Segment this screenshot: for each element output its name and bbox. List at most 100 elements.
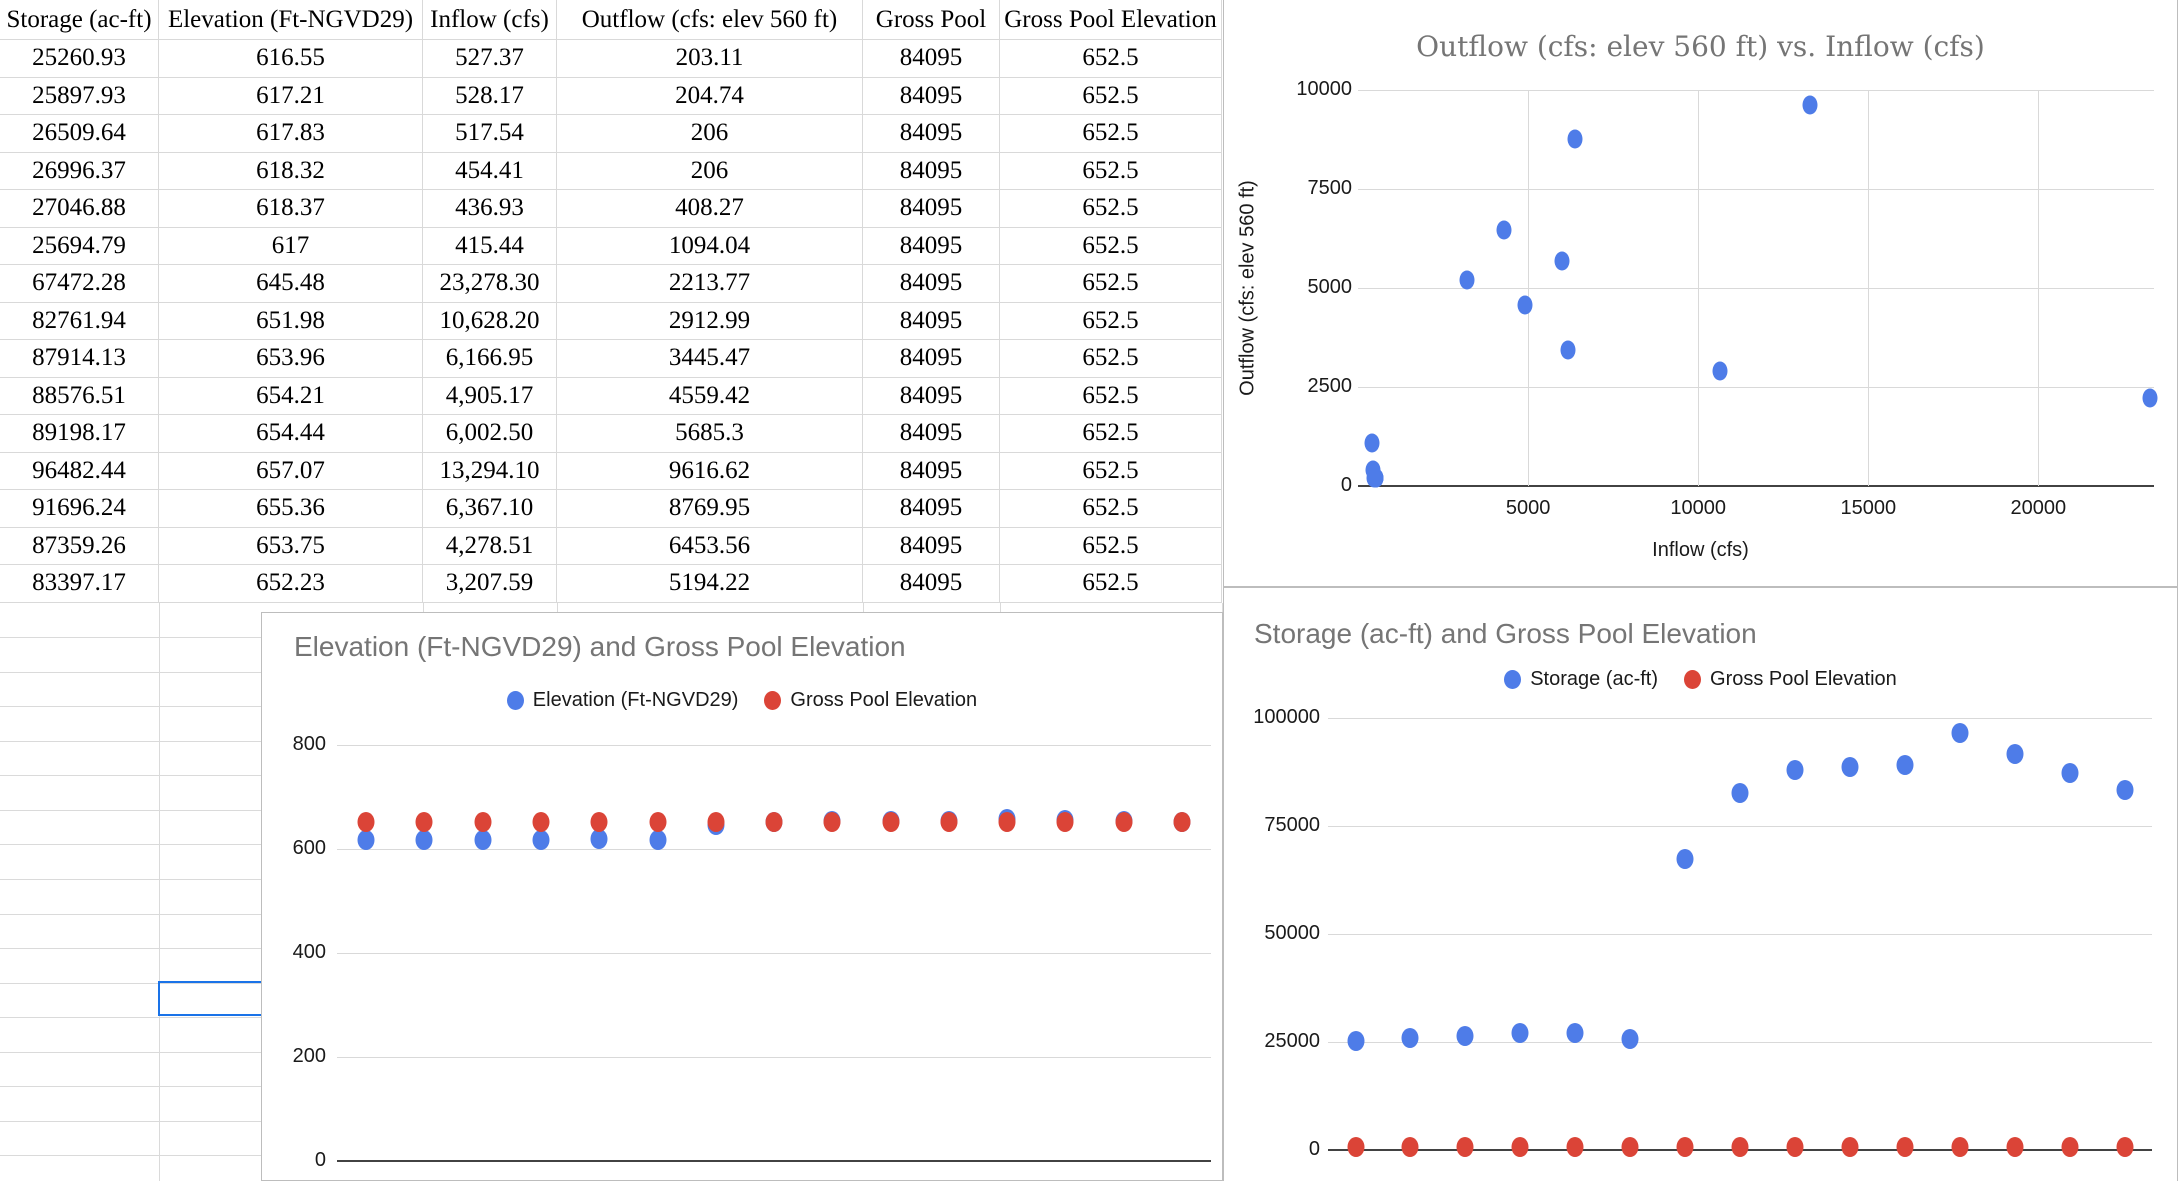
column-header[interactable]: Outflow (cfs: elev 560 ft) bbox=[557, 0, 863, 39]
table-cell[interactable]: 27046.88 bbox=[0, 190, 159, 227]
table-cell[interactable]: 26996.37 bbox=[0, 152, 159, 189]
table-cell[interactable]: 84095 bbox=[863, 527, 1000, 564]
table-cell[interactable]: 89198.17 bbox=[0, 415, 159, 452]
table-cell[interactable]: 651.98 bbox=[159, 302, 423, 339]
table-cell[interactable]: 84095 bbox=[863, 565, 1000, 602]
table-cell[interactable]: 436.93 bbox=[423, 190, 557, 227]
table-cell[interactable]: 87359.26 bbox=[0, 527, 159, 564]
table-cell[interactable]: 654.44 bbox=[159, 415, 423, 452]
table-cell[interactable]: 652.5 bbox=[1000, 302, 1222, 339]
column-header[interactable]: Storage (ac-ft) bbox=[0, 0, 159, 39]
column-header[interactable]: Elevation (Ft-NGVD29) bbox=[159, 0, 423, 39]
table-cell[interactable]: 618.32 bbox=[159, 152, 423, 189]
table-cell[interactable]: 654.21 bbox=[159, 377, 423, 414]
table-cell[interactable]: 408.27 bbox=[557, 190, 863, 227]
chart-outflow-vs-inflow[interactable]: Outflow (cfs: elev 560 ft) vs. Inflow (c… bbox=[1223, 0, 2178, 587]
table-cell[interactable]: 6,002.50 bbox=[423, 415, 557, 452]
table-cell[interactable]: 84095 bbox=[863, 152, 1000, 189]
table-cell[interactable]: 652.5 bbox=[1000, 115, 1222, 152]
table-cell[interactable]: 5685.3 bbox=[557, 415, 863, 452]
table-cell[interactable]: 3,207.59 bbox=[423, 565, 557, 602]
table-cell[interactable]: 617.83 bbox=[159, 115, 423, 152]
table-cell[interactable]: 617 bbox=[159, 227, 423, 264]
table-cell[interactable]: 645.48 bbox=[159, 265, 423, 302]
table-cell[interactable]: 83397.17 bbox=[0, 565, 159, 602]
table-cell[interactable]: 652.5 bbox=[1000, 265, 1222, 302]
table-cell[interactable]: 4,278.51 bbox=[423, 527, 557, 564]
table-cell[interactable]: 517.54 bbox=[423, 115, 557, 152]
table-cell[interactable]: 4,905.17 bbox=[423, 377, 557, 414]
table-cell[interactable]: 652.5 bbox=[1000, 490, 1222, 527]
table-cell[interactable]: 8769.95 bbox=[557, 490, 863, 527]
table-cell[interactable]: 67472.28 bbox=[0, 265, 159, 302]
table-cell[interactable]: 657.07 bbox=[159, 452, 423, 489]
table-cell[interactable]: 652.23 bbox=[159, 565, 423, 602]
table-cell[interactable]: 652.5 bbox=[1000, 565, 1222, 602]
column-header[interactable]: Gross Pool bbox=[863, 0, 1000, 39]
table-cell[interactable]: 652.5 bbox=[1000, 415, 1222, 452]
table-cell[interactable]: 6453.56 bbox=[557, 527, 863, 564]
table-row: 87359.26 653.75 4,278.51 6453.56 84095 652.5 bbox=[0, 527, 1222, 565]
chart-elevation-gross-pool[interactable]: Elevation (Ft-NGVD29) and Gross Pool Ele… bbox=[261, 612, 1223, 1181]
table-cell[interactable]: 618.37 bbox=[159, 190, 423, 227]
table-cell[interactable]: 528.17 bbox=[423, 77, 557, 114]
table-cell[interactable]: 84095 bbox=[863, 377, 1000, 414]
table-cell[interactable]: 23,278.30 bbox=[423, 265, 557, 302]
table-cell[interactable]: 84095 bbox=[863, 265, 1000, 302]
table-cell[interactable]: 655.36 bbox=[159, 490, 423, 527]
table-cell[interactable]: 653.96 bbox=[159, 340, 423, 377]
table-cell[interactable]: 3445.47 bbox=[557, 340, 863, 377]
column-header[interactable]: Inflow (cfs) bbox=[423, 0, 557, 39]
table-cell[interactable]: 26509.64 bbox=[0, 115, 159, 152]
table-cell[interactable]: 84095 bbox=[863, 415, 1000, 452]
table-cell[interactable]: 87914.13 bbox=[0, 340, 159, 377]
table-cell[interactable]: 84095 bbox=[863, 490, 1000, 527]
table-cell[interactable]: 616.55 bbox=[159, 40, 423, 77]
table-cell[interactable]: 82761.94 bbox=[0, 302, 159, 339]
table-cell[interactable]: 84095 bbox=[863, 302, 1000, 339]
table-cell[interactable]: 204.74 bbox=[557, 77, 863, 114]
table-cell[interactable]: 84095 bbox=[863, 115, 1000, 152]
table-cell[interactable]: 6,367.10 bbox=[423, 490, 557, 527]
table-cell[interactable]: 1094.04 bbox=[557, 227, 863, 264]
table-cell[interactable]: 2912.99 bbox=[557, 302, 863, 339]
table-cell[interactable]: 454.41 bbox=[423, 152, 557, 189]
table-cell[interactable]: 652.5 bbox=[1000, 152, 1222, 189]
table-cell[interactable]: 91696.24 bbox=[0, 490, 159, 527]
table-cell[interactable]: 96482.44 bbox=[0, 452, 159, 489]
table-cell[interactable]: 25260.93 bbox=[0, 40, 159, 77]
table-cell[interactable]: 527.37 bbox=[423, 40, 557, 77]
table-cell[interactable]: 9616.62 bbox=[557, 452, 863, 489]
table-cell[interactable]: 652.5 bbox=[1000, 527, 1222, 564]
chart-storage-gross-pool[interactable]: Storage (ac-ft) and Gross Pool Elevation… bbox=[1223, 587, 2178, 1181]
table-cell[interactable]: 206 bbox=[557, 115, 863, 152]
table-cell[interactable]: 617.21 bbox=[159, 77, 423, 114]
table-cell[interactable]: 652.5 bbox=[1000, 77, 1222, 114]
table-cell[interactable]: 84095 bbox=[863, 227, 1000, 264]
table-cell[interactable]: 2213.77 bbox=[557, 265, 863, 302]
table-cell[interactable]: 84095 bbox=[863, 77, 1000, 114]
table-cell[interactable]: 653.75 bbox=[159, 527, 423, 564]
table-cell[interactable]: 84095 bbox=[863, 452, 1000, 489]
table-cell[interactable]: 84095 bbox=[863, 340, 1000, 377]
table-cell[interactable]: 84095 bbox=[863, 190, 1000, 227]
table-cell[interactable]: 25897.93 bbox=[0, 77, 159, 114]
table-cell[interactable]: 652.5 bbox=[1000, 377, 1222, 414]
column-header[interactable]: Gross Pool Elevation bbox=[1000, 0, 1222, 39]
table-cell[interactable]: 6,166.95 bbox=[423, 340, 557, 377]
table-cell[interactable]: 652.5 bbox=[1000, 227, 1222, 264]
table-cell[interactable]: 652.5 bbox=[1000, 190, 1222, 227]
table-cell[interactable]: 652.5 bbox=[1000, 340, 1222, 377]
table-cell[interactable]: 652.5 bbox=[1000, 452, 1222, 489]
table-cell[interactable]: 13,294.10 bbox=[423, 452, 557, 489]
table-cell[interactable]: 84095 bbox=[863, 40, 1000, 77]
table-cell[interactable]: 10,628.20 bbox=[423, 302, 557, 339]
table-cell[interactable]: 88576.51 bbox=[0, 377, 159, 414]
table-cell[interactable]: 5194.22 bbox=[557, 565, 863, 602]
table-cell[interactable]: 652.5 bbox=[1000, 40, 1222, 77]
table-cell[interactable]: 4559.42 bbox=[557, 377, 863, 414]
table-cell[interactable]: 415.44 bbox=[423, 227, 557, 264]
table-cell[interactable]: 206 bbox=[557, 152, 863, 189]
table-cell[interactable]: 25694.79 bbox=[0, 227, 159, 264]
table-cell[interactable]: 203.11 bbox=[557, 40, 863, 77]
